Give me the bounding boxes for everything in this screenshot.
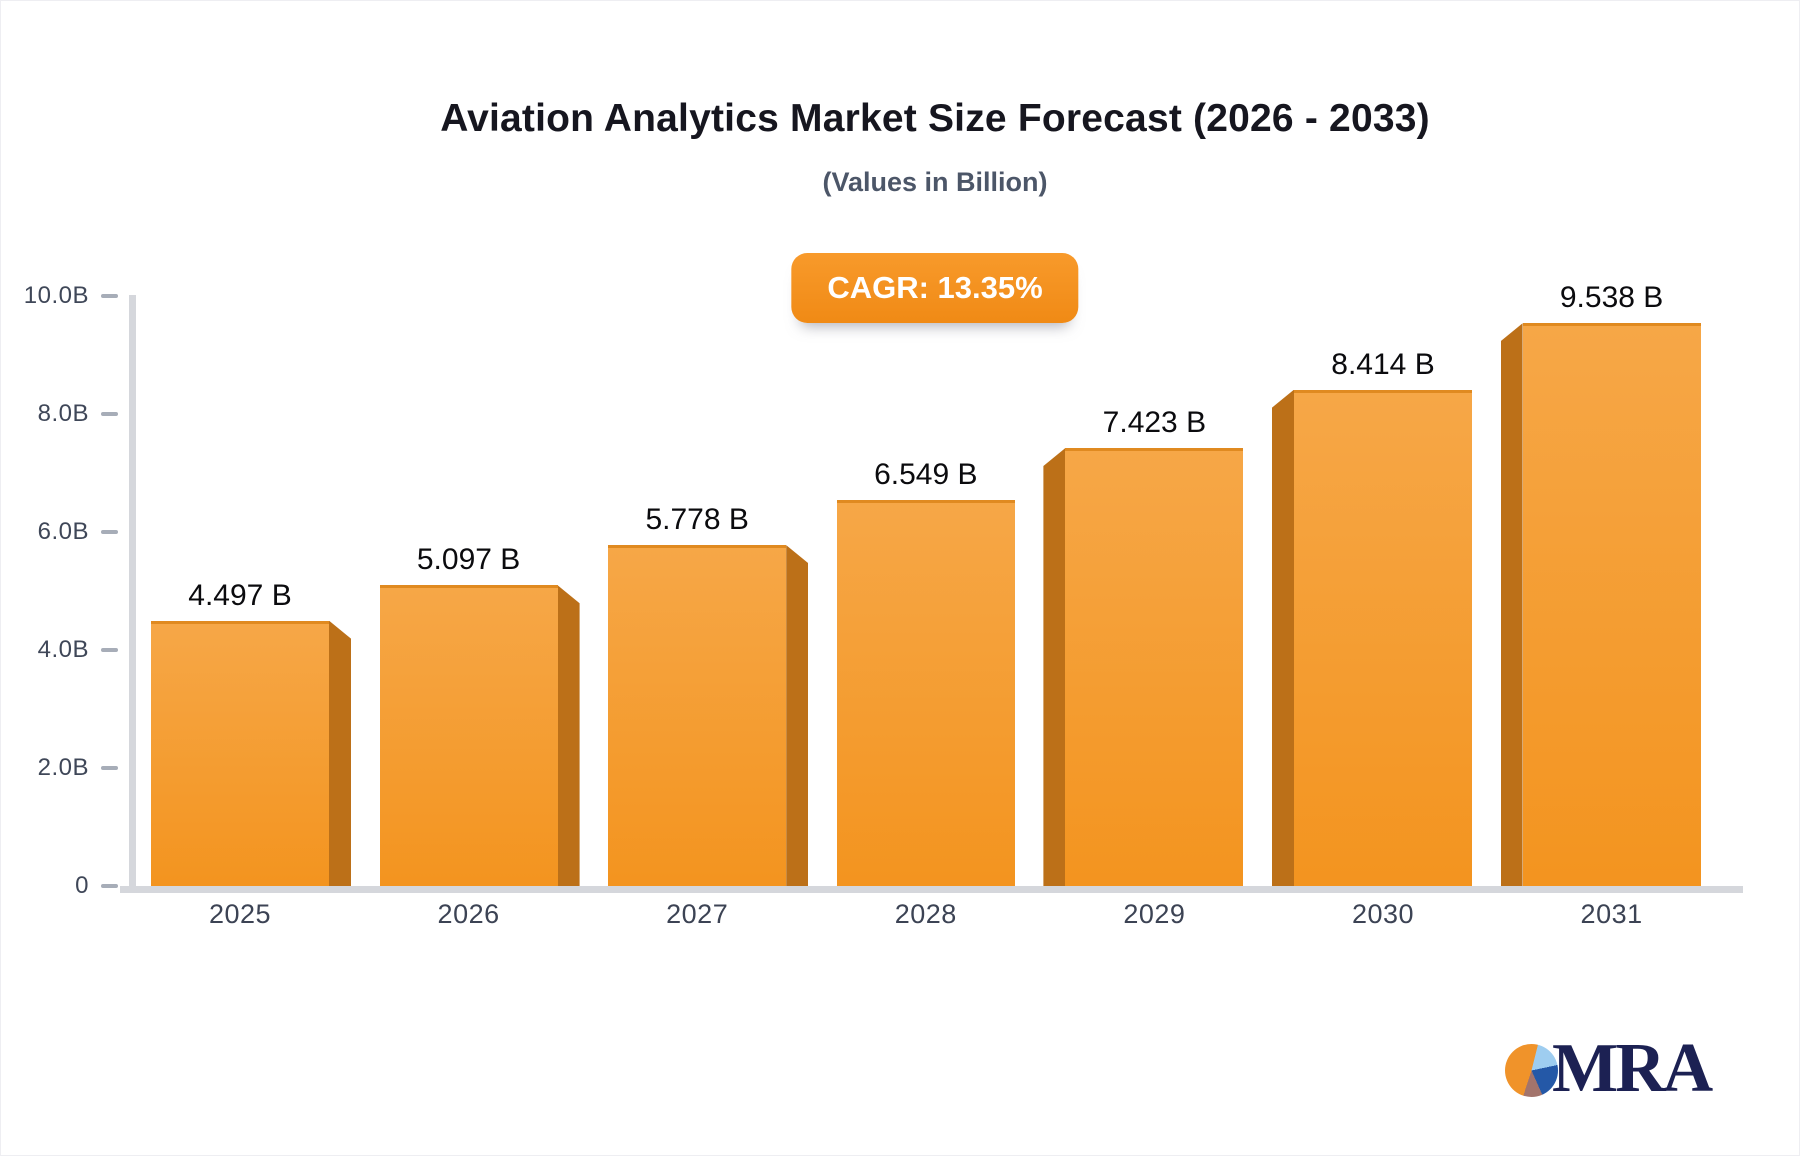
bar-value-label-2031: 9.538 B (1559, 281, 1664, 315)
x-tick-label-2026: 2026 (437, 899, 500, 929)
bar-side-2029 (1043, 448, 1066, 886)
chart-subtitle: (Values in Billion) (822, 167, 1048, 197)
y-tick-mark (101, 648, 118, 652)
x-tick-label-2029: 2029 (1123, 899, 1186, 929)
bar-2026 (379, 585, 558, 886)
bar-value-label-2030: 8.414 B (1331, 347, 1435, 381)
bar-value-label-2025: 4.497 B (188, 578, 292, 612)
pie-logo-icon (1505, 1044, 1558, 1097)
y-tick-label: 6.0B (37, 518, 89, 545)
x-tick-label-2027: 2027 (666, 899, 729, 929)
bar-2025 (151, 620, 329, 886)
y-tick-label: 8.0B (37, 400, 89, 427)
y-tick-mark (101, 412, 118, 416)
y-tick-mark (101, 294, 118, 298)
bar-2029 (1065, 448, 1244, 886)
bar-side-2025 (329, 620, 351, 886)
bar-2031 (1522, 323, 1701, 886)
x-tick-label-2025: 2025 (208, 899, 272, 929)
brand-logo: MRA (1505, 1031, 1745, 1111)
bar-value-label-2026: 5.097 B (416, 543, 521, 577)
bar-2027 (608, 545, 787, 886)
y-tick-mark (101, 530, 118, 534)
y-tick-label: 10.0B (23, 282, 89, 309)
bar-2028 (836, 499, 1015, 886)
chart-title: Aviation Analytics Market Size Forecast … (440, 97, 1430, 140)
bar-value-label-2027: 5.778 B (645, 503, 749, 537)
y-tick-label: 4.0B (37, 636, 89, 663)
x-tick-label-2030: 2030 (1351, 899, 1415, 929)
bar-value-label-2028: 6.549 B (874, 457, 978, 491)
cagr-badge-label: CAGR: 13.35% (827, 270, 1043, 305)
x-tick-label-2028: 2028 (894, 899, 957, 929)
bar-side-2030 (1272, 389, 1294, 886)
bar-side-2031 (1500, 323, 1523, 886)
cagr-badge: CAGR: 13.35% (791, 253, 1079, 323)
y-tick-mark (101, 766, 118, 770)
bar-value-label-2029: 7.423 B (1102, 406, 1207, 440)
y-tick-label: 0 (75, 872, 89, 899)
brand-logo-text: MRA (1552, 1030, 1713, 1107)
y-tick-label: 2.0B (37, 754, 89, 781)
x-tick-label-2031: 2031 (1580, 899, 1643, 929)
y-axis-line (129, 295, 136, 887)
x-axis-line (120, 886, 1743, 893)
bar-side-2027 (786, 545, 809, 886)
bar-2030 (1294, 389, 1472, 886)
y-tick-mark (101, 884, 118, 888)
bar-side-2026 (557, 585, 580, 886)
